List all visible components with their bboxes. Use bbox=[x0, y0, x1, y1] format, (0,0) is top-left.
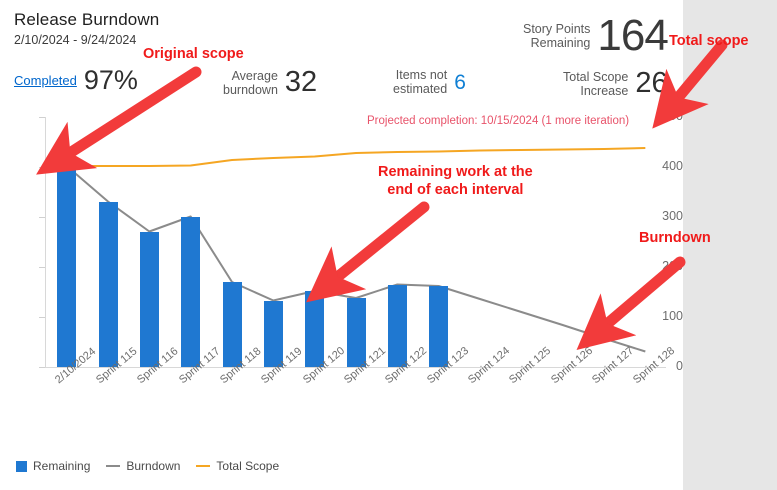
bar-sprint-118[interactable] bbox=[222, 282, 242, 367]
total-scope-increase-value: 26 bbox=[635, 67, 668, 99]
page-title: Release Burndown bbox=[14, 10, 160, 29]
annotation-original-scope: Original scope bbox=[143, 45, 244, 63]
items-not-estimated-label: Items not estimated bbox=[393, 68, 448, 96]
y-tick-mark bbox=[39, 267, 45, 268]
stat-average-burndown: Average burndown 32 bbox=[223, 68, 317, 97]
y-tick-label: 300 bbox=[662, 209, 683, 223]
date-range: 2/10/2024 - 9/24/2024 bbox=[14, 33, 137, 47]
annotation-burndown: Burndown bbox=[639, 229, 711, 247]
line-total-scope bbox=[66, 147, 646, 167]
average-burndown-label: Average burndown bbox=[223, 68, 278, 97]
bar-sprint-121[interactable] bbox=[346, 298, 366, 367]
y-axis bbox=[45, 117, 46, 367]
legend-label: Burndown bbox=[126, 459, 181, 473]
stat-items-not-estimated: Items not estimated 6 bbox=[393, 68, 466, 96]
annotation-line: Original scope bbox=[143, 46, 244, 62]
y-tick-label: 400 bbox=[662, 159, 683, 173]
plot-area bbox=[46, 117, 666, 367]
bar-sprint-119[interactable] bbox=[263, 300, 283, 367]
annotation-line: Remaining work at the bbox=[378, 164, 533, 180]
chart-legend: Remaining Burndown Total Scope bbox=[16, 459, 295, 473]
legend-item-total-scope[interactable]: Total Scope bbox=[196, 459, 279, 473]
bar-sprint-120[interactable] bbox=[305, 291, 325, 367]
legend-swatch-line bbox=[106, 465, 121, 467]
completed-value: 97% bbox=[83, 65, 138, 95]
stat-completed: Completed 97% bbox=[14, 67, 138, 94]
completed-link[interactable]: Completed bbox=[14, 72, 77, 88]
bar-sprint-116[interactable] bbox=[139, 231, 159, 367]
y-tick-mark bbox=[39, 167, 45, 168]
y-tick-mark bbox=[39, 117, 45, 118]
legend-swatch-box bbox=[16, 460, 27, 472]
legend-swatch-line bbox=[196, 465, 211, 467]
legend-label: Total Scope bbox=[216, 459, 280, 473]
annotation-line: Total scope bbox=[669, 33, 749, 49]
bar-sprint-117[interactable] bbox=[181, 216, 201, 367]
annotation-line: Burndown bbox=[639, 230, 711, 246]
annotation-line: end of each interval bbox=[387, 182, 524, 198]
annotation-total-scope: Total scope bbox=[669, 32, 749, 50]
annotation-remaining-work: Remaining work at the end of each interva… bbox=[378, 163, 533, 199]
x-axis-labels: 2/10/2024 Sprint 115 Sprint 116 Sprint 117 S… bbox=[46, 345, 678, 443]
burndown-chart: 0 100 200 300 400 500 2/10/2024 Sprint 115 Spri… bbox=[0, 105, 683, 395]
story-points-remaining-value: 164 bbox=[597, 11, 668, 60]
average-burndown-value: 32 bbox=[284, 66, 318, 98]
y-tick-label: 0 bbox=[676, 359, 683, 373]
bar-sprint-123[interactable] bbox=[429, 286, 449, 367]
total-scope-increase-label: Total Scope Increase bbox=[563, 69, 629, 98]
x-axis bbox=[45, 367, 666, 368]
y-tick-mark bbox=[39, 367, 45, 368]
legend-label: Remaining bbox=[33, 459, 91, 473]
bar-2-10-2024[interactable] bbox=[57, 166, 77, 367]
y-tick-mark bbox=[39, 217, 45, 218]
y-tick-mark bbox=[39, 317, 45, 318]
legend-item-burndown[interactable]: Burndown bbox=[106, 459, 180, 473]
bar-sprint-115[interactable] bbox=[98, 201, 118, 367]
legend-item-remaining[interactable]: Remaining bbox=[16, 459, 90, 473]
stat-story-points-remaining: Story Points Remaining 164 bbox=[523, 11, 669, 60]
story-points-remaining-label: Story Points Remaining bbox=[523, 22, 591, 50]
bar-sprint-122[interactable] bbox=[387, 284, 407, 367]
items-not-estimated-value: 6 bbox=[454, 70, 466, 94]
projected-completion-label: Projected completion: 10/15/2024 (1 more… bbox=[367, 115, 630, 127]
stat-total-scope-increase: Total Scope Increase 26 bbox=[563, 69, 668, 98]
